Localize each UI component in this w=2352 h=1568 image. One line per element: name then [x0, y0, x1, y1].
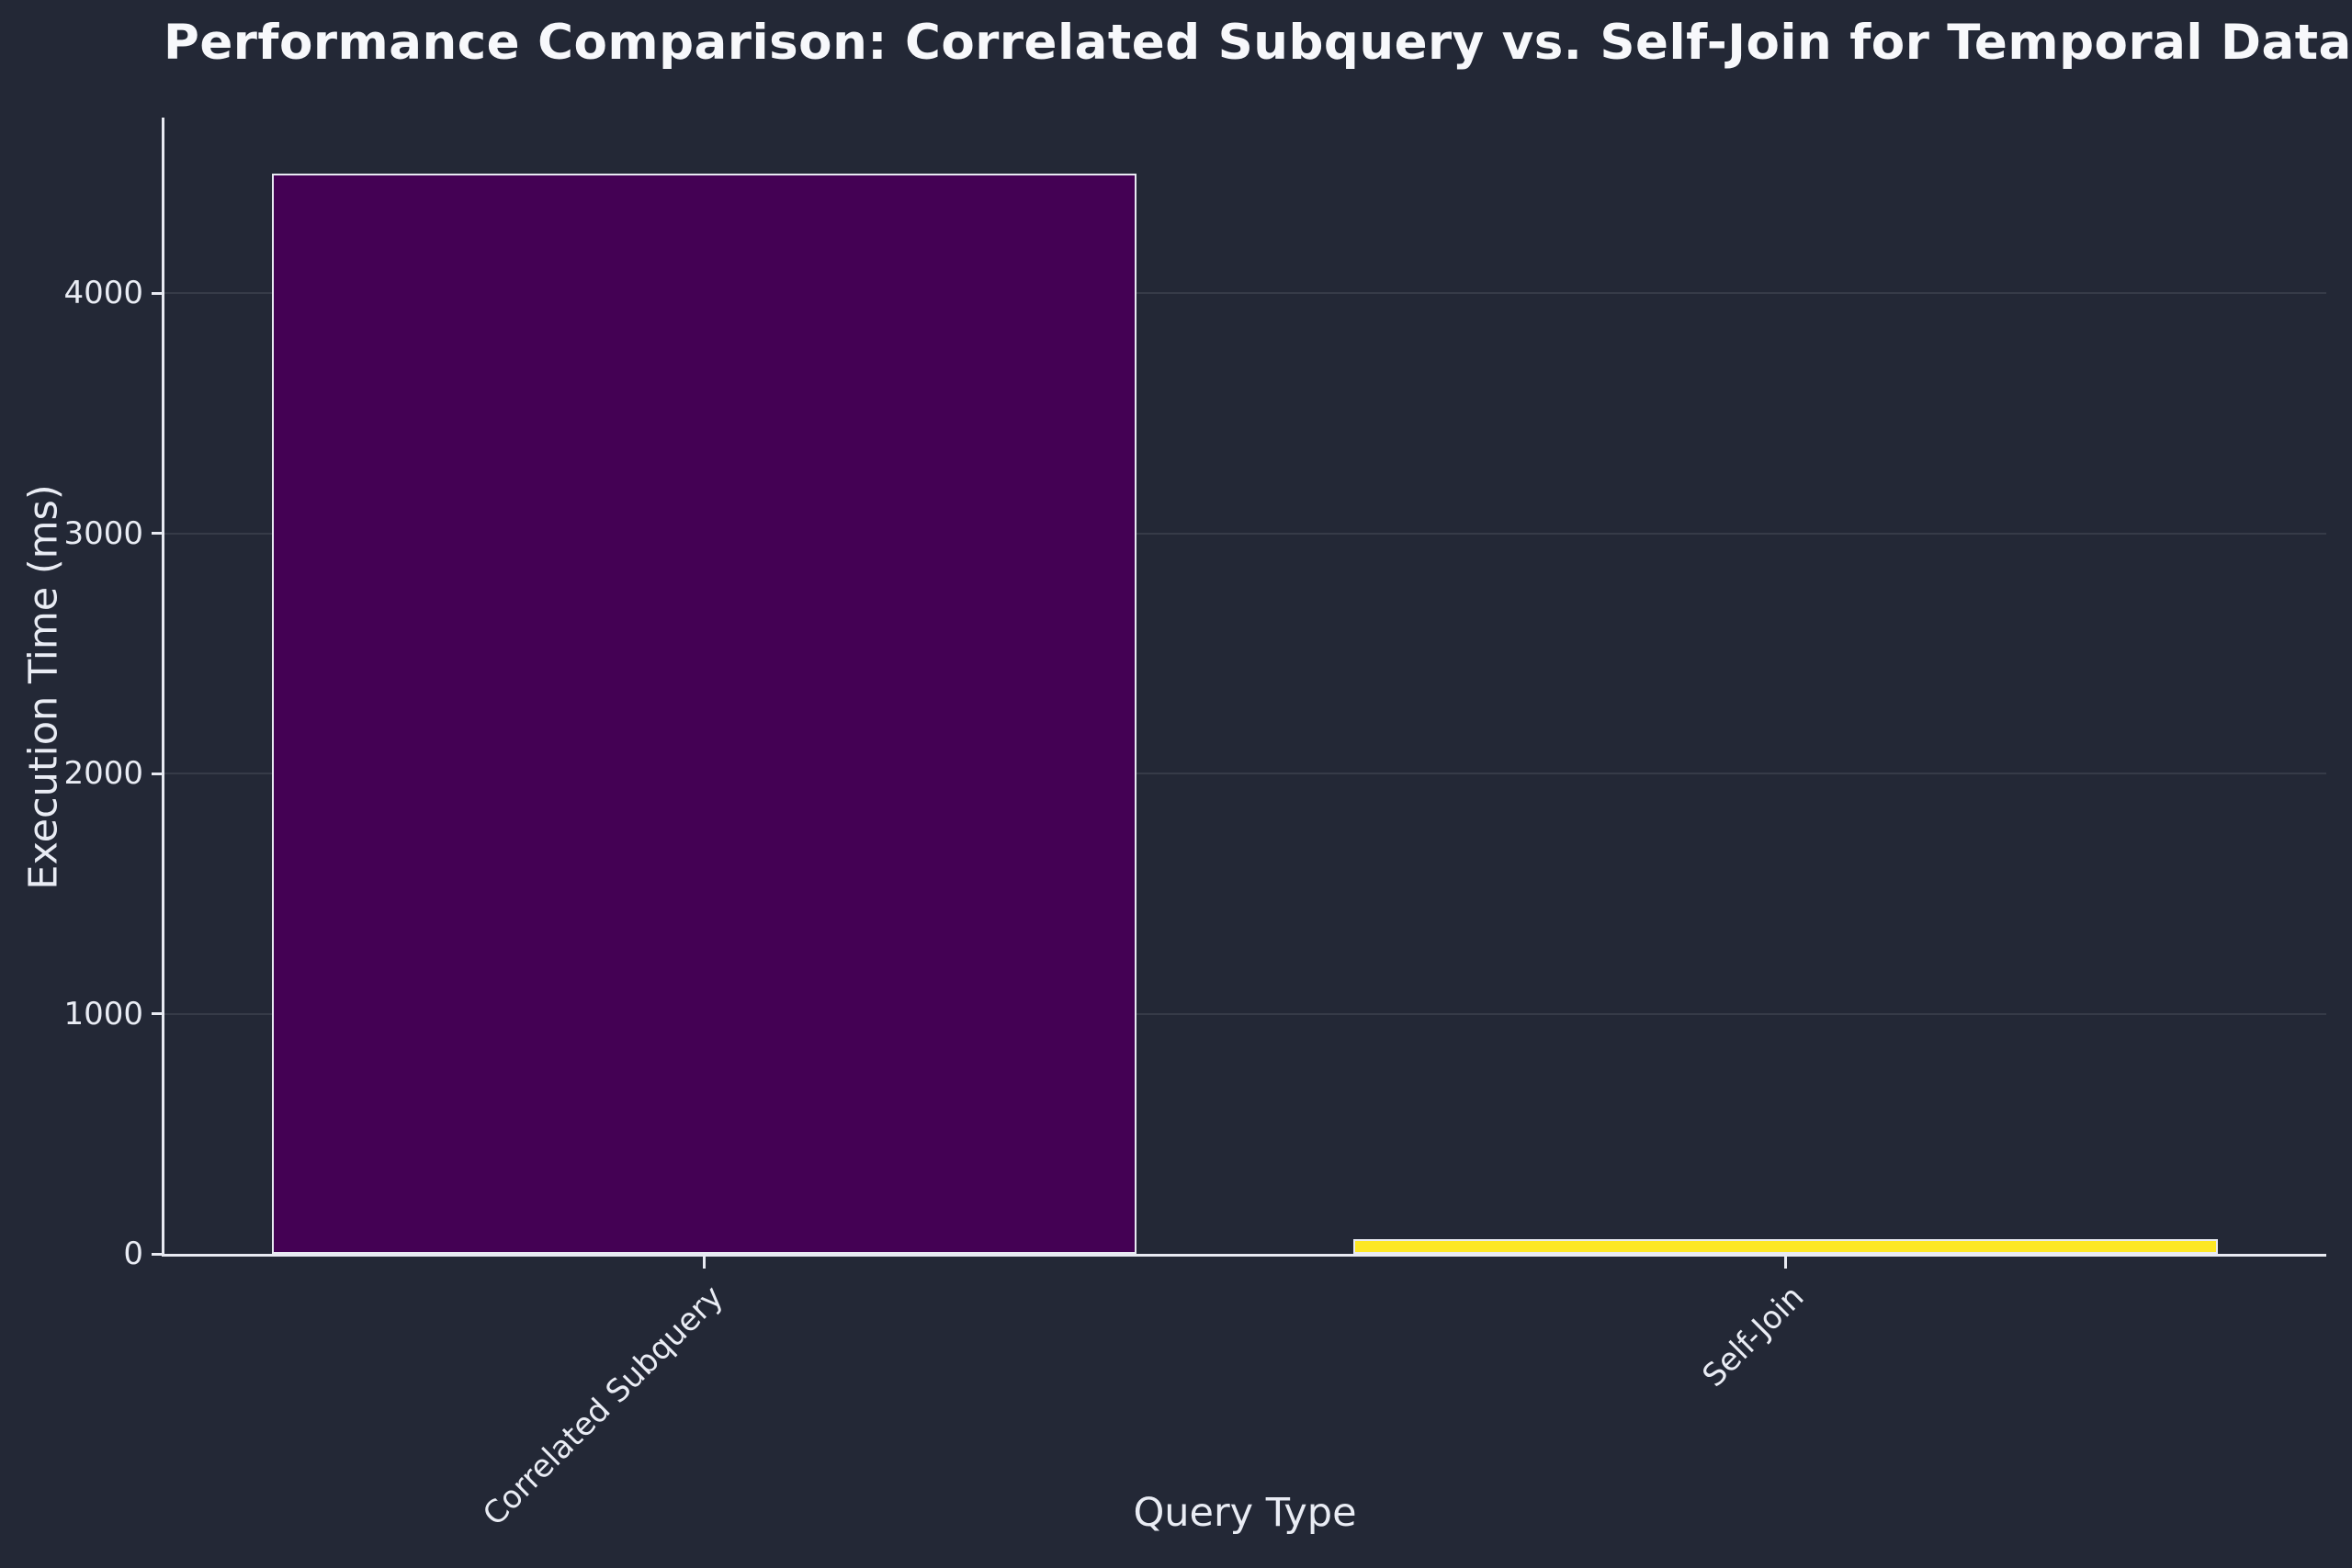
x-tick-mark-correlated-subquery — [703, 1257, 706, 1269]
y-axis-spine — [162, 118, 164, 1257]
y-tick-mark-3000 — [152, 532, 164, 536]
y-gridline-2000 — [164, 773, 2326, 775]
y-tick-mark-2000 — [152, 772, 164, 775]
y-tick-label-4000: 4000 — [63, 275, 143, 312]
y-tick-label-3000: 3000 — [63, 514, 143, 552]
y-tick-mark-1000 — [152, 1012, 164, 1016]
y-gridline-1000 — [164, 1012, 2326, 1015]
x-tick-label-self-join: Self-Join — [1695, 1279, 1812, 1394]
y-tick-mark-4000 — [152, 291, 164, 295]
y-tick-label-0: 0 — [123, 1235, 143, 1272]
bar-correlated-subquery — [271, 173, 1137, 1254]
x-axis-label: Query Type — [1133, 1490, 1357, 1536]
x-tick-mark-self-join — [1784, 1257, 1787, 1269]
y-tick-label-1000: 1000 — [63, 995, 143, 1032]
x-axis-spine — [162, 1254, 2326, 1257]
y-gridline-4000 — [164, 292, 2326, 295]
y-tick-mark-0 — [152, 1252, 164, 1256]
y-tick-label-2000: 2000 — [63, 755, 143, 793]
bar-self-join — [1352, 1239, 2219, 1254]
chart-title: Performance Comparison: Correlated Subqu… — [164, 15, 2352, 71]
y-gridline-3000 — [164, 532, 2326, 535]
